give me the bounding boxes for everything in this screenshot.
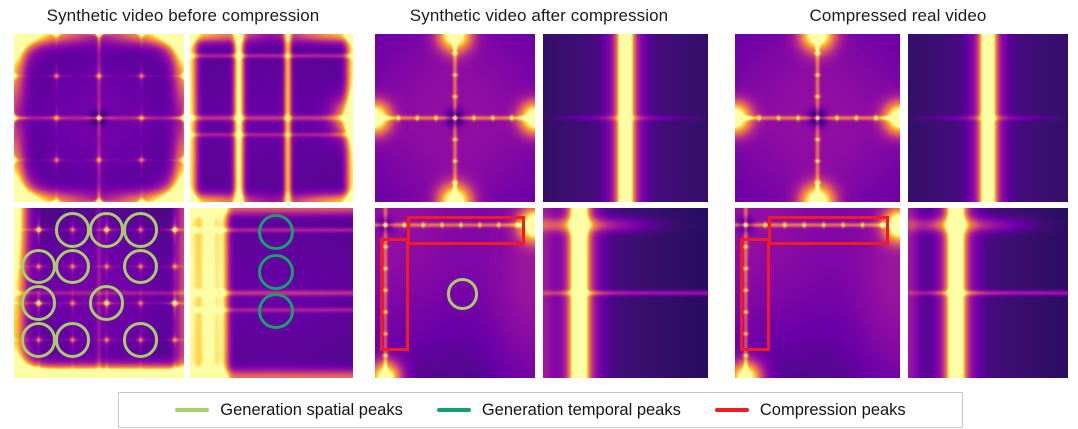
compression-peak-marker	[407, 215, 525, 246]
compression-peak-marker	[739, 237, 770, 351]
column-title-synthetic-after: Synthetic video after compression	[409, 6, 669, 25]
compression-peak-marker	[768, 215, 890, 246]
spatial-peak-marker	[88, 285, 125, 322]
spatial-peak-marker	[20, 248, 57, 285]
spatial-peak-marker	[54, 248, 91, 285]
legend-swatch-generation-temporal	[436, 408, 471, 412]
spectrum-canvas-cr-xt-bottom	[908, 208, 1068, 378]
legend-label-generation-spatial: Generation spatial peaks	[220, 400, 403, 419]
spectrum-panel-sb-xt-top	[190, 34, 353, 202]
spatial-peak-marker	[54, 321, 91, 358]
spectrum-canvas-sa-xy-top	[375, 34, 535, 202]
spectrum-panel-sa-xt-bottom	[543, 208, 708, 378]
spectrum-canvas-sb-xy-top	[14, 34, 184, 202]
spectrum-panel-sa-xt-top	[543, 34, 708, 202]
annotation-layer-sb-xt-bottom	[190, 208, 353, 378]
compression-peak-marker	[379, 237, 409, 351]
spectrum-canvas-sa-xt-top	[543, 34, 708, 202]
spectrum-canvas-cr-xy-top	[735, 34, 900, 202]
spatial-peak-marker	[122, 321, 159, 358]
temporal-peak-marker	[257, 253, 294, 290]
annotation-layer-cr-xy-bottom	[735, 208, 900, 378]
spectrum-canvas-cr-xt-top	[908, 34, 1068, 202]
spectrum-panel-sa-xy-top	[375, 34, 535, 202]
legend-swatch-generation-spatial	[175, 408, 210, 412]
spectrum-panel-cr-xt-top	[908, 34, 1068, 202]
spectrum-canvas-sb-xt-top	[190, 34, 353, 202]
spectrum-panel-sb-xy-bottom	[14, 208, 184, 378]
spatial-peak-marker	[122, 211, 159, 248]
annotation-layer-sb-xy-bottom	[14, 208, 184, 378]
legend-swatch-compression	[714, 408, 749, 412]
legend-label-generation-temporal: Generation temporal peaks	[481, 400, 681, 419]
spatial-peak-marker	[446, 278, 478, 310]
column-title-synthetic-before: Synthetic video before compression	[46, 6, 320, 25]
spectrum-canvas-sa-xt-bottom	[543, 208, 708, 378]
legend-entry-generation-temporal: Generation temporal peaks	[436, 400, 681, 420]
spectrum-panel-cr-xy-top	[735, 34, 900, 202]
legend-entry-generation-spatial: Generation spatial peaks	[175, 401, 403, 420]
annotation-layer-sa-xy-bottom	[375, 208, 535, 378]
spatial-peak-marker	[122, 248, 159, 285]
spectrum-panel-sb-xy-top	[14, 34, 184, 202]
spectrum-panel-sa-xy-bottom	[375, 208, 535, 378]
legend-entry-compression: Compression peaks	[714, 400, 906, 420]
spectrum-panel-cr-xy-bottom	[735, 208, 900, 378]
temporal-peak-marker	[257, 292, 294, 329]
spatial-peak-marker	[88, 211, 125, 248]
spectrum-panel-cr-xt-bottom	[908, 208, 1068, 378]
legend: Generation spatial peaks Generation tempo…	[118, 392, 963, 428]
spectrum-panel-sb-xt-bottom	[190, 208, 353, 378]
spatial-peak-marker	[20, 285, 57, 322]
legend-label-compression: Compression peaks	[759, 400, 906, 419]
spatial-peak-marker	[54, 211, 91, 248]
column-title-compressed-real: Compressed real video	[809, 6, 987, 25]
spatial-peak-marker	[20, 321, 57, 358]
temporal-peak-marker	[257, 213, 294, 250]
